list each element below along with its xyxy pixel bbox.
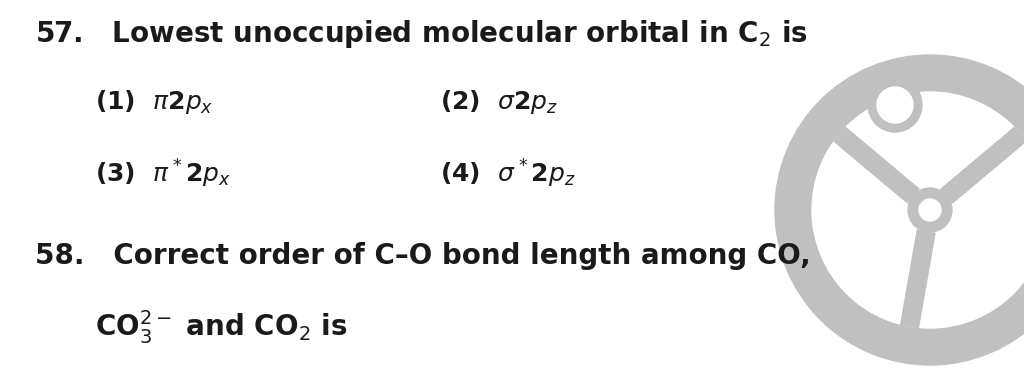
Polygon shape [834,127,919,203]
Circle shape [812,92,1024,328]
Circle shape [877,87,913,123]
Circle shape [868,78,922,132]
Text: CO$_3^{2-}$ and CO$_2$ is: CO$_3^{2-}$ and CO$_2$ is [95,308,347,346]
Polygon shape [901,230,935,328]
Text: (2)  $\sigma$2$p_z$: (2) $\sigma$2$p_z$ [440,88,558,116]
Circle shape [775,55,1024,365]
Circle shape [908,188,952,232]
Text: 58.   Correct order of C–O bond length among CO,: 58. Correct order of C–O bond length amo… [35,242,811,270]
Text: (3)  $\pi^*$2$p_x$: (3) $\pi^*$2$p_x$ [95,158,230,190]
Text: (1)  $\pi$2$p_x$: (1) $\pi$2$p_x$ [95,88,213,116]
Circle shape [919,199,941,221]
Polygon shape [941,127,1024,203]
Text: 57.   Lowest unoccupied molecular orbital in C$_2$ is: 57. Lowest unoccupied molecular orbital … [35,18,808,50]
Text: (4)  $\sigma^*$2$p_z$: (4) $\sigma^*$2$p_z$ [440,158,575,190]
